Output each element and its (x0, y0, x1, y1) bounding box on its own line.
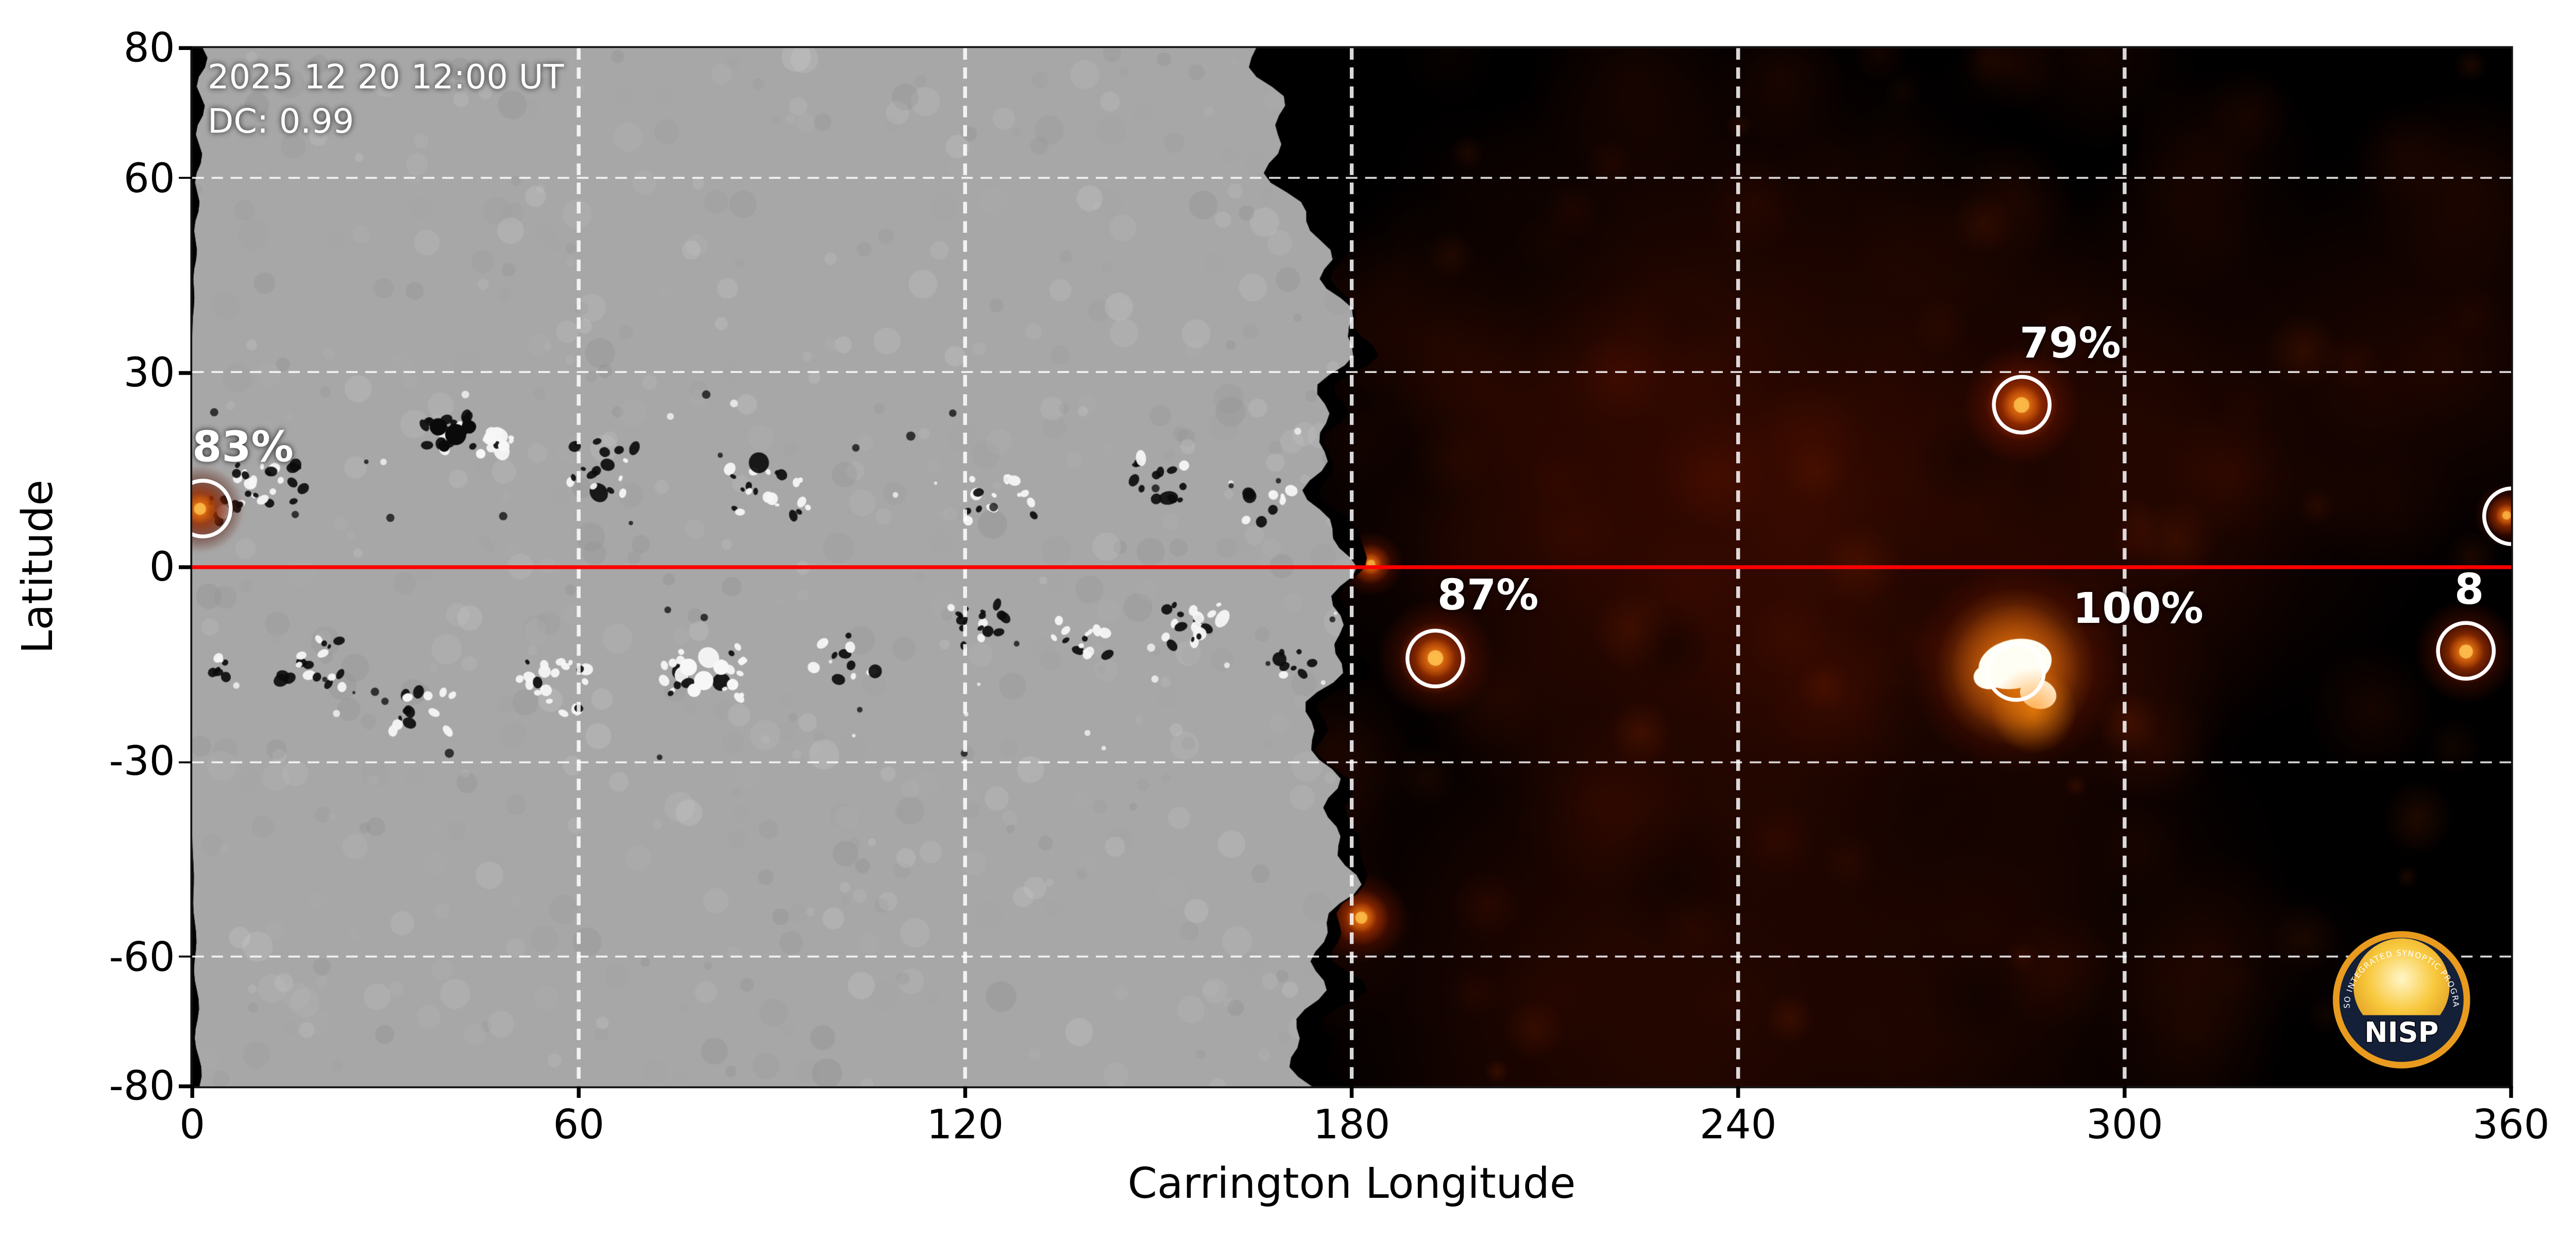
equator-line (192, 566, 2511, 569)
gridline-horizontal (192, 760, 2511, 764)
x-tick-mark (2510, 1086, 2513, 1098)
active-region-probability: 87% (1437, 573, 1539, 622)
y-tick-label: 30 (123, 349, 175, 396)
y-tick-label: 0 (149, 544, 175, 590)
x-tick-mark (1736, 1086, 1740, 1098)
y-tick-mark (179, 566, 193, 569)
logo-sun (2353, 938, 2450, 1035)
logo-ring (2333, 931, 2470, 1069)
nisp-logo: NSO INTEGRATED SYNOPTIC PROGRAM NISP (2328, 927, 2470, 1069)
x-tick-mark (191, 1086, 194, 1098)
y-tick-mark (179, 955, 193, 958)
dc-text: DC: 0.99 (208, 103, 354, 142)
y-tick-label: 60 (123, 155, 175, 201)
active-region-circle (1405, 628, 1465, 688)
active-region-probability: 8 (2454, 567, 2484, 615)
y-tick-mark (179, 46, 193, 50)
y-tick-label: 80 (123, 25, 175, 72)
map-annotation: 2025 12 20 12:00 UT DC: 0.99 (208, 58, 564, 145)
x-tick-mark (2123, 1086, 2126, 1098)
x-tick-label: 120 (926, 1101, 1004, 1148)
x-tick-label: 60 (553, 1101, 605, 1148)
map-plot: 2025 12 20 12:00 UT DC: 0.99 83% 87% 79% 10… (190, 46, 2513, 1089)
active-region-probability: 83% (192, 424, 294, 472)
x-axis-label: Carrington Longitude (1127, 1161, 1576, 1210)
x-tick-label: 240 (1699, 1101, 1777, 1148)
timestamp-text: 2025 12 20 12:00 UT (208, 59, 564, 98)
active-region-probability: 79% (2020, 320, 2121, 369)
y-tick-label: -30 (109, 739, 175, 785)
logo-wordmark: NISP (2364, 1016, 2438, 1049)
active-region-circle (1991, 375, 2052, 435)
active-region-circle (2436, 621, 2496, 682)
gridline-horizontal (192, 176, 2511, 179)
y-tick-label: -80 (109, 1063, 175, 1110)
x-tick-mark (963, 1086, 967, 1098)
y-tick-mark (179, 760, 193, 764)
x-tick-mark (577, 1086, 581, 1098)
y-tick-label: -60 (109, 933, 175, 980)
gridline-horizontal (192, 955, 2511, 958)
active-region-circle (1985, 641, 2045, 701)
active-region-circle (192, 479, 232, 539)
x-tick-label: 180 (1313, 1101, 1391, 1148)
x-tick-mark (1350, 1086, 1353, 1098)
gridline-horizontal (192, 371, 2511, 374)
x-tick-label: 360 (2472, 1101, 2550, 1148)
y-tick-mark (179, 1084, 193, 1088)
active-region-probability: 100% (2073, 586, 2204, 635)
y-tick-mark (179, 176, 193, 180)
y-tick-mark (179, 371, 193, 374)
x-tick-label: 300 (2086, 1101, 2163, 1148)
x-tick-label: 0 (179, 1101, 206, 1148)
